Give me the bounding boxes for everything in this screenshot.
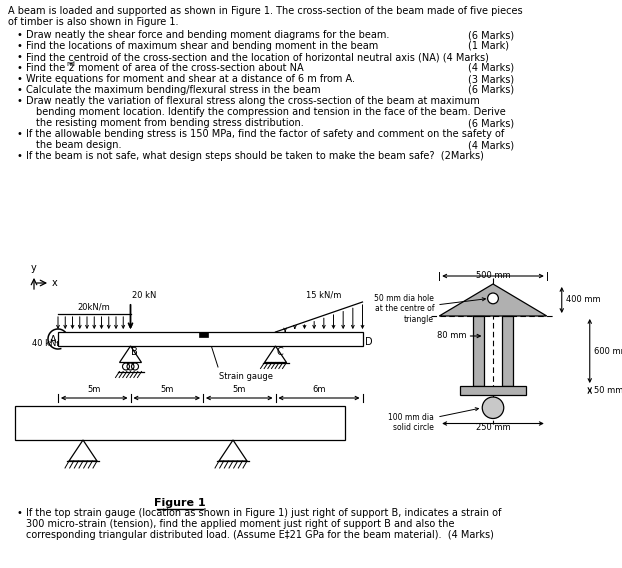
Text: (6 Marks): (6 Marks) (468, 85, 514, 95)
Text: corresponding triangular distributed load. (Assume E‡21 GPa for the beam materia: corresponding triangular distributed loa… (26, 530, 494, 540)
Text: Draw neatly the variation of flexural stress along the cross-section of the beam: Draw neatly the variation of flexural st… (26, 96, 480, 106)
Text: of timber is also shown in Figure 1.: of timber is also shown in Figure 1. (8, 17, 179, 27)
Text: the resisting moment from bending stress distribution.: the resisting moment from bending stress… (36, 118, 304, 128)
Text: •: • (16, 74, 22, 84)
Text: B: B (131, 347, 138, 357)
Text: C: C (277, 347, 283, 357)
Text: 50 mm dia hole
at the centre of
triangle: 50 mm dia hole at the centre of triangle (374, 294, 485, 324)
Text: x: x (52, 278, 58, 288)
Text: 20 kN: 20 kN (132, 291, 157, 300)
Bar (473, 316, 485, 386)
Text: D: D (366, 337, 373, 347)
Text: Calculate the maximum bending/flexural stress in the beam: Calculate the maximum bending/flexural s… (26, 85, 320, 95)
Text: 50 mm: 50 mm (594, 386, 622, 395)
Text: •: • (16, 30, 22, 40)
Text: •: • (16, 129, 22, 139)
Text: If the allowable bending stress is 150 MPa, find the factor of safety and commen: If the allowable bending stress is 150 M… (26, 129, 504, 139)
Text: Strain gauge: Strain gauge (219, 372, 273, 381)
Text: Write equations for moment and shear at a distance of 6 m from A.: Write equations for moment and shear at … (26, 74, 355, 84)
Text: 5m: 5m (233, 385, 246, 394)
Bar (58, 332, 363, 346)
Text: •: • (16, 151, 22, 161)
Text: 5m: 5m (88, 385, 101, 394)
Text: •: • (16, 85, 22, 95)
Text: Find the locations of maximum shear and bending moment in the beam: Find the locations of maximum shear and … (26, 41, 378, 51)
Text: 400 mm: 400 mm (566, 295, 600, 304)
Text: 300 micro-strain (tension), find the applied moment just right of support B and : 300 micro-strain (tension), find the app… (26, 519, 455, 529)
Text: (1 Mark): (1 Mark) (468, 41, 509, 51)
Text: moment of area of the cross-section about NA: moment of area of the cross-section abou… (75, 63, 304, 73)
Text: bending moment location. Identify the compression and tension in the face of the: bending moment location. Identify the co… (36, 107, 506, 117)
Circle shape (482, 397, 504, 419)
Text: •: • (16, 508, 22, 518)
Text: (6 Marks): (6 Marks) (468, 118, 514, 128)
Text: 40 kNm: 40 kNm (32, 339, 65, 348)
Text: Draw neatly the shear force and bending moment diagrams for the beam.: Draw neatly the shear force and bending … (26, 30, 389, 40)
Text: If the beam is not safe, what design steps should be taken to make the beam safe: If the beam is not safe, what design ste… (26, 151, 484, 161)
Text: 20kN/m: 20kN/m (78, 303, 111, 312)
Text: •: • (16, 52, 22, 62)
Bar (15, 406, 345, 440)
Text: (6 Marks): (6 Marks) (468, 30, 514, 40)
Circle shape (488, 293, 498, 304)
Text: 600 mm: 600 mm (594, 346, 622, 356)
Text: (4 Marks): (4 Marks) (468, 63, 514, 73)
Polygon shape (439, 284, 547, 316)
Text: 80 mm: 80 mm (437, 332, 466, 340)
Text: •: • (16, 96, 22, 106)
Text: 500 mm: 500 mm (476, 272, 510, 281)
Text: •: • (16, 63, 22, 73)
Text: Figure 1: Figure 1 (154, 498, 206, 508)
Text: the beam design.: the beam design. (36, 140, 121, 150)
Bar (198, 332, 208, 337)
Text: If the top strain gauge (location as shown in Figure 1) just right of support B,: If the top strain gauge (location as sho… (26, 508, 501, 518)
Text: 15 kN/m: 15 kN/m (305, 290, 341, 299)
Text: (4 Marks): (4 Marks) (468, 140, 514, 150)
Text: (3 Marks): (3 Marks) (468, 74, 514, 84)
Text: 6m: 6m (312, 385, 326, 394)
Bar (460, 386, 526, 395)
Text: Find the 2: Find the 2 (26, 63, 75, 73)
Text: A: A (50, 335, 57, 345)
Text: A beam is loaded and supported as shown in Figure 1. The cross-section of the be: A beam is loaded and supported as shown … (8, 6, 522, 16)
Text: Find the centroid of the cross-section and the location of horizontal neutral ax: Find the centroid of the cross-section a… (26, 52, 489, 62)
Bar (501, 316, 513, 386)
Text: 5m: 5m (160, 385, 174, 394)
Text: •: • (16, 41, 22, 51)
Text: 250 mm: 250 mm (476, 423, 510, 432)
Text: 100 mm dia
solid circle: 100 mm dia solid circle (388, 408, 478, 432)
Text: nd: nd (66, 61, 75, 67)
Text: y: y (31, 263, 37, 273)
